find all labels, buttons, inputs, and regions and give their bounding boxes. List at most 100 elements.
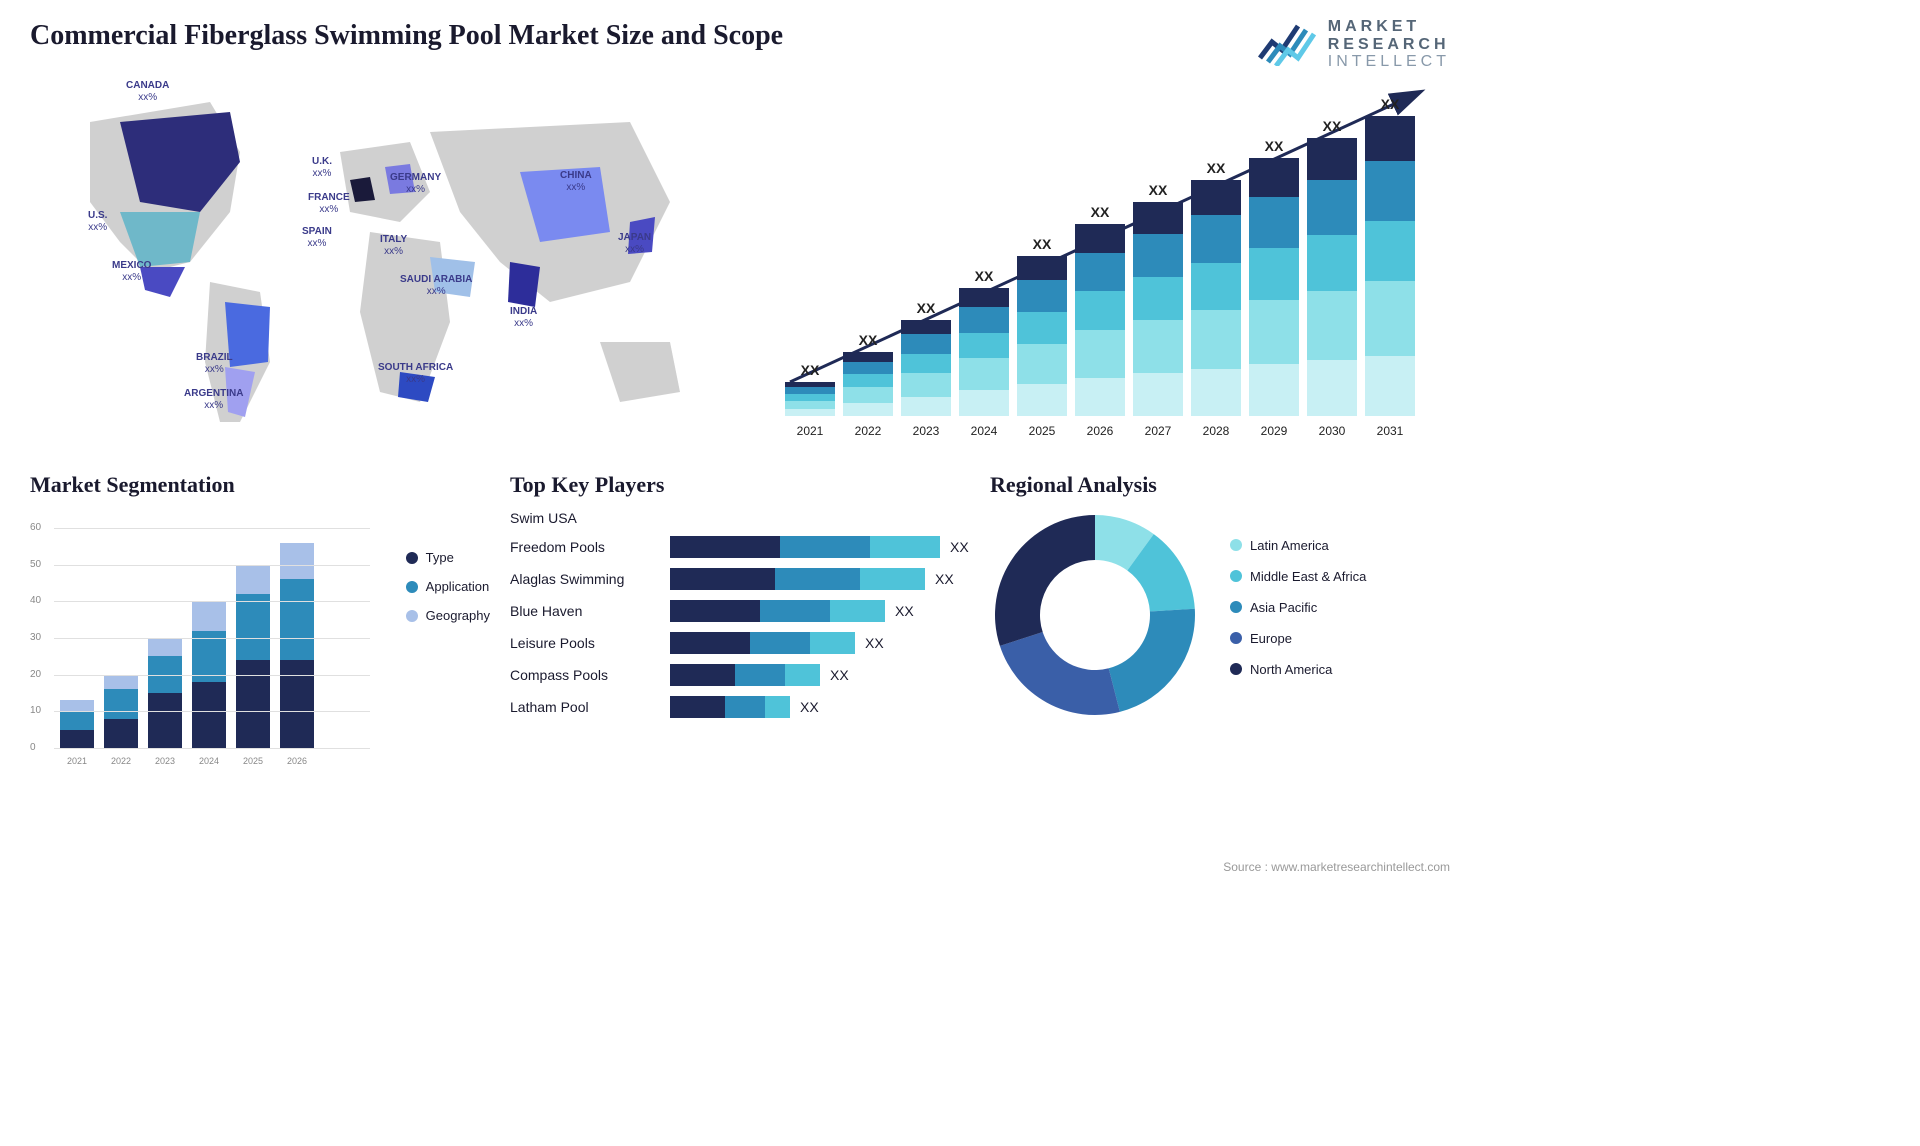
- forecast-value: XX: [785, 362, 835, 378]
- key-players-title: Top Key Players: [510, 472, 970, 498]
- kp-row: Compass PoolsXX: [510, 664, 970, 686]
- forecast-year: 2024: [959, 424, 1009, 438]
- world-map: CANADAxx% U.S.xx% MEXICOxx% BRAZILxx% ARGENT…: [30, 62, 710, 442]
- kp-name: Latham Pool: [510, 699, 670, 715]
- kp-name: Swim USA: [510, 510, 670, 526]
- forecast-year: 2031: [1365, 424, 1415, 438]
- forecast-value: XX: [1249, 138, 1299, 154]
- seg-year: 2022: [104, 756, 138, 766]
- forecast-bar: [1075, 224, 1125, 416]
- map-label: INDIAxx%: [510, 306, 537, 330]
- map-label: U.K.xx%: [312, 156, 332, 180]
- forecast-year: 2026: [1075, 424, 1125, 438]
- map-label: FRANCExx%: [308, 192, 350, 216]
- kp-bar: [670, 664, 820, 686]
- map-label: U.S.xx%: [88, 210, 107, 234]
- forecast-bar: [901, 320, 951, 416]
- forecast-bar: [785, 382, 835, 416]
- map-label: JAPANxx%: [618, 232, 651, 256]
- seg-legend-item: Application: [406, 579, 490, 594]
- map-label: SPAINxx%: [302, 226, 332, 250]
- seg-ytick: 60: [30, 522, 41, 533]
- seg-ytick: 40: [30, 595, 41, 606]
- kp-name: Freedom Pools: [510, 539, 670, 555]
- segmentation-legend: Type Application Geography: [406, 550, 490, 637]
- kp-bar: [670, 600, 885, 622]
- regional-legend-item: Europe: [1230, 631, 1366, 646]
- seg-year: 2026: [280, 756, 314, 766]
- forecast-bar: [959, 288, 1009, 416]
- kp-value: XX: [895, 603, 914, 619]
- seg-year: 2025: [236, 756, 270, 766]
- segmentation-chart: 202120222023202420252026 TypeApplication…: [30, 510, 370, 770]
- forecast-year: 2025: [1017, 424, 1067, 438]
- seg-year: 2021: [60, 756, 94, 766]
- seg-ytick: 10: [30, 705, 41, 716]
- forecast-bar: [1017, 256, 1067, 416]
- donut-segment: [1109, 609, 1195, 712]
- forecast-bar: [1249, 158, 1299, 416]
- seg-ytick: 50: [30, 559, 41, 570]
- segmentation-title: Market Segmentation: [30, 472, 490, 498]
- forecast-year: 2021: [785, 424, 835, 438]
- forecast-bar: [843, 352, 893, 416]
- donut-segment: [995, 515, 1095, 646]
- segmentation-panel: Market Segmentation 2021 2022 2023 2024 2025…: [30, 472, 490, 770]
- page-title: Commercial Fiberglass Swimming Pool Mark…: [30, 20, 1450, 52]
- regional-legend-item: Latin America: [1230, 538, 1366, 553]
- kp-value: XX: [950, 539, 969, 555]
- map-label: SAUDI ARABIAxx%: [400, 274, 472, 298]
- seg-legend-item: Type: [406, 550, 490, 565]
- regional-legend-item: Middle East & Africa: [1230, 569, 1366, 584]
- forecast-value: XX: [1191, 160, 1241, 176]
- forecast-value: XX: [959, 268, 1009, 284]
- kp-value: XX: [830, 667, 849, 683]
- forecast-value: XX: [1133, 182, 1183, 198]
- map-label: GERMANYxx%: [390, 172, 441, 196]
- forecast-bar: [1191, 180, 1241, 416]
- forecast-value: XX: [843, 332, 893, 348]
- forecast-value: XX: [1365, 96, 1415, 112]
- forecast-value: XX: [1075, 204, 1125, 220]
- forecast-year: 2022: [843, 424, 893, 438]
- seg-bar: [60, 700, 94, 748]
- seg-legend-item: Geography: [406, 608, 490, 623]
- seg-year: 2024: [192, 756, 226, 766]
- kp-value: XX: [935, 571, 954, 587]
- seg-bar: [280, 543, 314, 748]
- source-text: Source : www.marketresearchintellect.com: [1223, 860, 1450, 874]
- regional-legend-item: North America: [1230, 662, 1366, 677]
- seg-ytick: 0: [30, 742, 36, 753]
- regional-panel: Regional Analysis Latin America Middle Ea…: [990, 472, 1450, 770]
- seg-ytick: 30: [30, 632, 41, 643]
- kp-name: Blue Haven: [510, 603, 670, 619]
- key-players-panel: Top Key Players Swim USAFreedom PoolsXXA…: [510, 472, 970, 770]
- map-label: BRAZILxx%: [196, 352, 233, 376]
- kp-bar: [670, 632, 855, 654]
- forecast-year: 2029: [1249, 424, 1299, 438]
- forecast-year: 2023: [901, 424, 951, 438]
- regional-title: Regional Analysis: [990, 472, 1450, 498]
- forecast-year: 2030: [1307, 424, 1357, 438]
- kp-value: XX: [800, 699, 819, 715]
- forecast-year: 2027: [1133, 424, 1183, 438]
- regional-legend: Latin America Middle East & Africa Asia Pa…: [1230, 538, 1366, 693]
- donut-segment: [1000, 632, 1120, 715]
- kp-value: XX: [865, 635, 884, 651]
- map-label: MEXICOxx%: [112, 260, 151, 284]
- kp-row: Alaglas SwimmingXX: [510, 568, 970, 590]
- kp-row: Swim USA: [510, 510, 970, 526]
- forecast-bar: [1365, 116, 1415, 416]
- map-label: CANADAxx%: [126, 80, 169, 104]
- seg-year: 2023: [148, 756, 182, 766]
- kp-bar: [670, 568, 925, 590]
- map-label: ARGENTINAxx%: [184, 388, 243, 412]
- seg-ytick: 20: [30, 669, 41, 680]
- map-svg: [30, 62, 710, 442]
- forecast-value: XX: [901, 300, 951, 316]
- kp-bar: [670, 696, 790, 718]
- kp-row: Blue Haven XX: [510, 600, 970, 622]
- regional-legend-item: Asia Pacific: [1230, 600, 1366, 615]
- forecast-year: 2028: [1191, 424, 1241, 438]
- forecast-value: XX: [1307, 118, 1357, 134]
